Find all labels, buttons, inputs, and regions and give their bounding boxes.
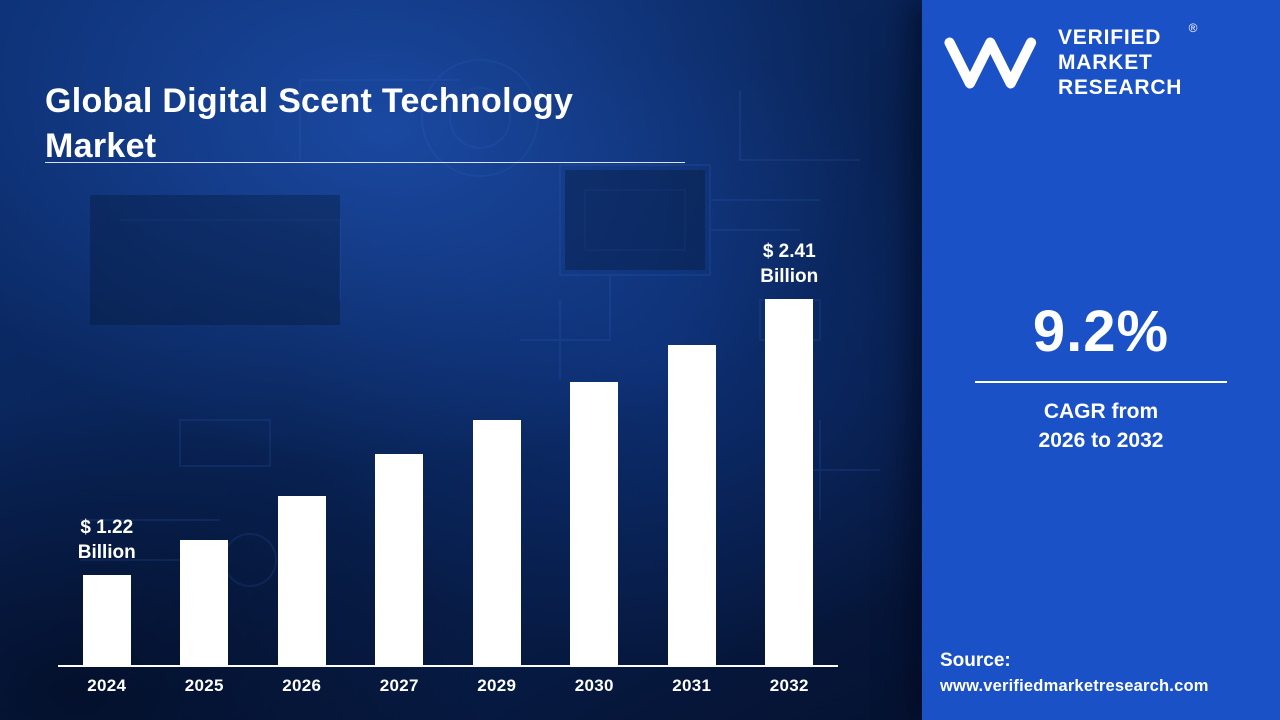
x-tick-label: 2029 (477, 676, 517, 695)
brand-line: MARKET (1058, 50, 1153, 74)
bar-2026 (277, 496, 326, 665)
bar-column: $ 1.22 Billion (58, 219, 156, 665)
brand-name: VERIFIED MARKET RESEARCH ® (1058, 21, 1198, 100)
cagr-value: 9.2% (1032, 299, 1170, 364)
source-block: Source: www.verifiedmarketresearch.com (940, 650, 1209, 696)
brand-line: VERIFIED (1058, 26, 1162, 49)
x-tick-label: 2027 (379, 676, 419, 695)
bar-chart: $ 1.22 Billion $ 2.41 Billion 2024 2025 2026 2… (58, 219, 838, 696)
registered-trademark-icon: ® (1188, 21, 1199, 35)
bar-2030 (570, 382, 619, 665)
brand-line: RESEARCH (1058, 75, 1183, 99)
bar-2027 (375, 454, 424, 665)
page-title: Global Digital Scent Technology Market (45, 81, 574, 165)
bar-2025 (180, 540, 229, 665)
cagr-caption-line: 2026 to 2032 (1038, 429, 1164, 453)
source-label: Source: (940, 650, 1011, 671)
cagr-block: 9.2% CAGR from 2026 to 2032 (940, 298, 1262, 456)
bar-2029 (472, 420, 521, 665)
x-tick-label: 2026 (282, 676, 322, 695)
bar-column (253, 219, 351, 665)
cagr-divider (975, 381, 1227, 383)
x-tick-label: 2024 (87, 676, 127, 695)
bar-value-annotation: $ 1.22 Billion (77, 516, 136, 564)
bar-column (643, 219, 741, 665)
info-panel: VERIFIED MARKET RESEARCH ® 9.2% CAGR fro… (922, 0, 1280, 720)
x-tick-label: 2031 (672, 676, 712, 695)
bar-column (156, 219, 254, 665)
title-underline (45, 162, 685, 163)
bar-2032 (765, 299, 814, 665)
bar-chart-labels: 2024 2025 2026 2027 2029 2030 2031 2032 (58, 676, 838, 696)
bar-column (448, 219, 546, 665)
cagr-caption-line: CAGR from (1043, 400, 1159, 423)
vmr-logo-icon (944, 37, 1037, 89)
x-tick-label: 2032 (769, 676, 809, 695)
cagr-caption: CAGR from 2026 to 2032 (940, 397, 1262, 456)
source-url: www.verifiedmarketresearch.com (940, 677, 1209, 695)
bar-chart-bars: $ 1.22 Billion $ 2.41 Billion (58, 219, 838, 667)
bar-column (546, 219, 644, 665)
bar-2031 (667, 345, 716, 665)
brand-logo: VERIFIED MARKET RESEARCH ® (944, 21, 1262, 100)
bar-2024 (82, 575, 131, 665)
x-tick-label: 2025 (184, 676, 224, 695)
bar-value-annotation: $ 2.41 Billion (760, 240, 819, 288)
bar-column: $ 2.41 Billion (741, 219, 839, 665)
chart-section: Global Digital Scent Technology Market $… (0, 0, 922, 720)
bar-column (351, 219, 449, 665)
x-tick-label: 2030 (574, 676, 614, 695)
